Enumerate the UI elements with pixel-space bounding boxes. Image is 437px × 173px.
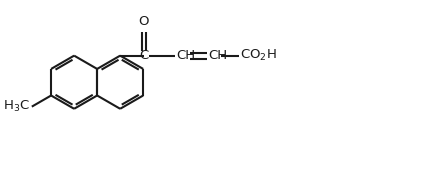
Text: C: C (139, 49, 148, 62)
Text: CH: CH (176, 49, 195, 62)
Text: H$_3$C: H$_3$C (3, 99, 30, 114)
Text: O: O (139, 15, 149, 28)
Text: CO$_2$H: CO$_2$H (240, 48, 277, 63)
Text: CH: CH (208, 49, 228, 62)
